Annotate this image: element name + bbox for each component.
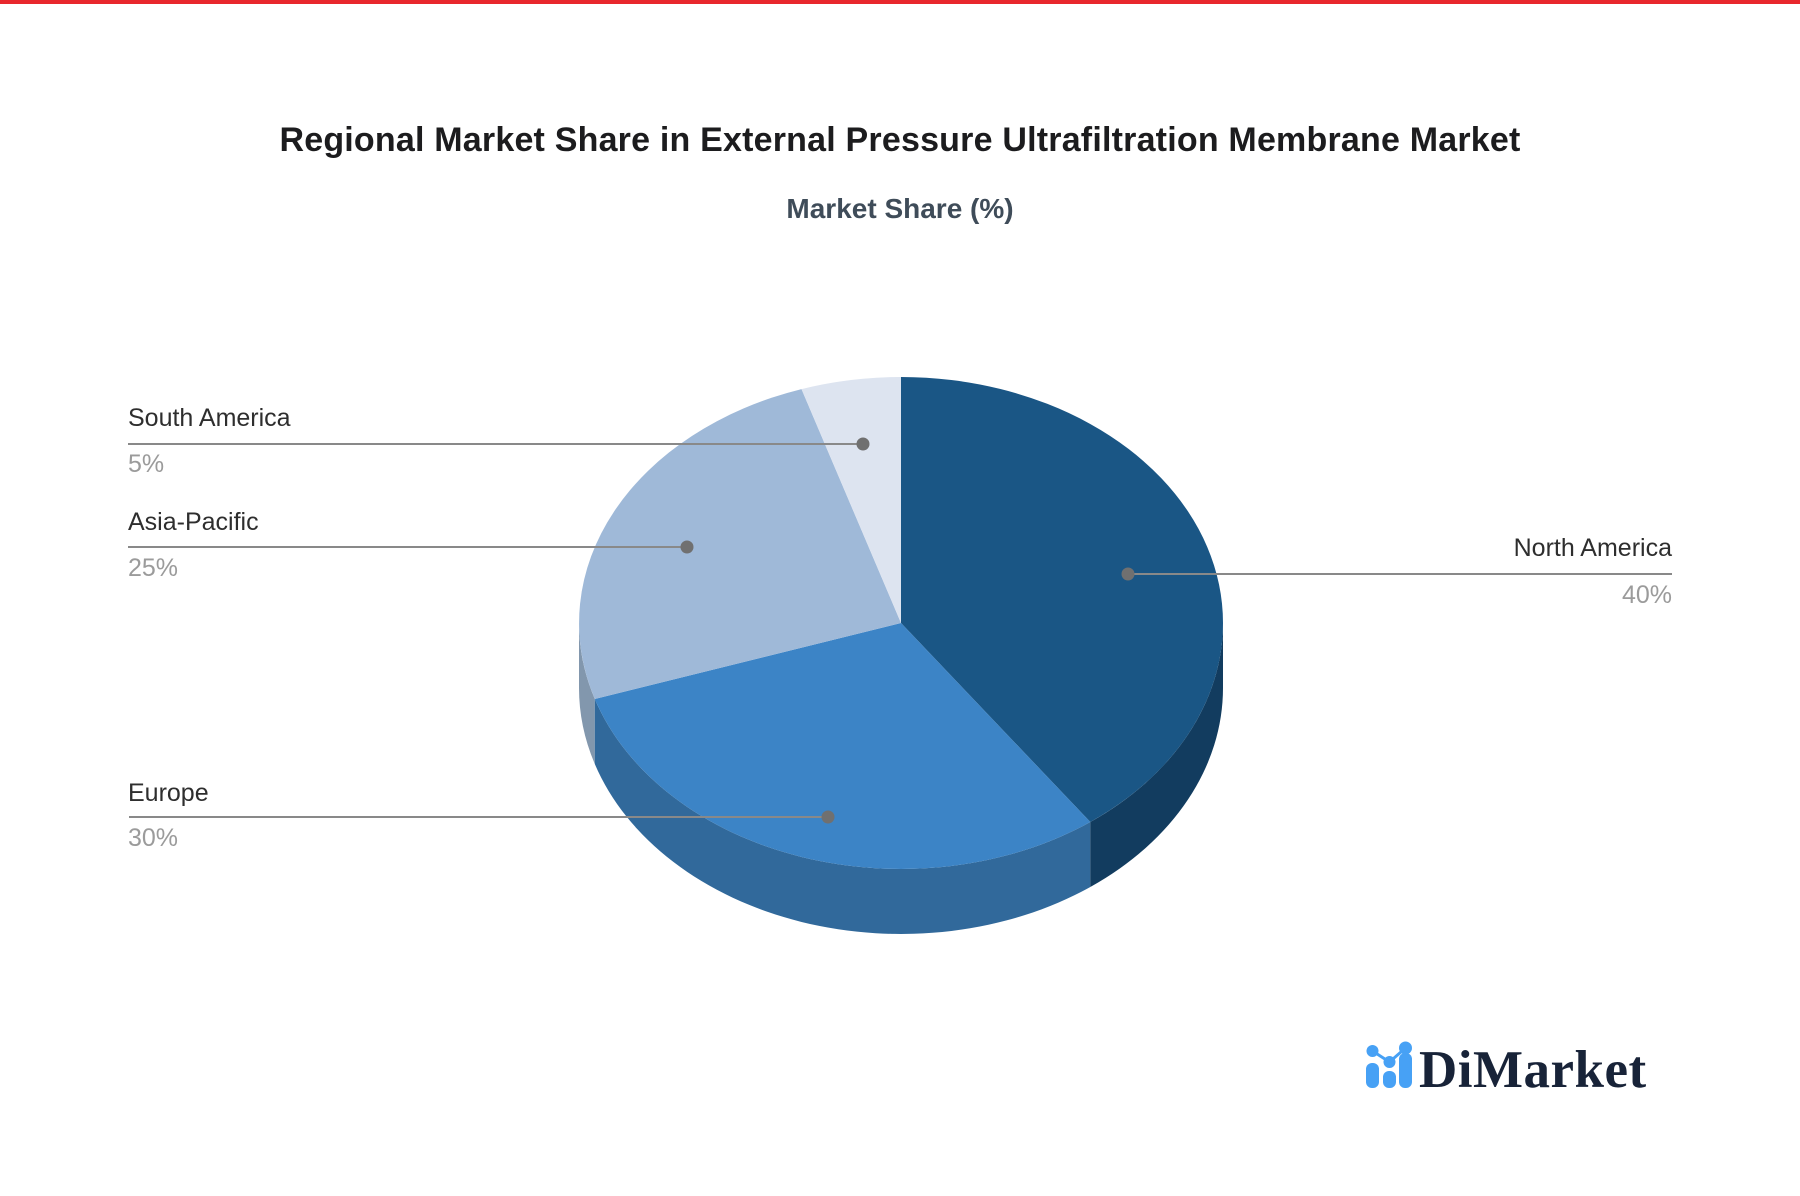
leader-dot-asia-pacific (680, 540, 694, 554)
logo-trend-dot-1 (1366, 1045, 1379, 1057)
pie-slice-south-america (801, 377, 901, 623)
logo-trend-dot-2 (1383, 1056, 1396, 1068)
value-south-america: 5% (128, 450, 165, 478)
label-south-america: South America (128, 404, 291, 432)
pie-slice-asia-pacific (579, 389, 901, 699)
logo-bar-right (1399, 1053, 1412, 1088)
leader-dot-europe (821, 810, 835, 824)
chart-title: Regional Market Share in External Pressu… (279, 121, 1521, 159)
value-north-america: 40% (1621, 581, 1672, 609)
brand-logo-text: DiMarket (1419, 1041, 1647, 1099)
leader-dot-south-america (856, 437, 870, 451)
value-asia-pacific: 25% (128, 554, 179, 582)
label-asia-pacific: Asia-Pacific (128, 508, 259, 536)
top-red-strip (0, 0, 1800, 4)
pie-side-north-america (1090, 623, 1223, 887)
label-europe: Europe (128, 779, 209, 807)
logo-bar-middle (1383, 1071, 1396, 1088)
value-europe: 30% (128, 824, 179, 852)
pie-slice-north-america (901, 377, 1224, 822)
logo-bar-left (1366, 1063, 1379, 1088)
chart-subtitle: Market Share (%) (786, 193, 1014, 224)
pie-side-europe (594, 699, 1091, 934)
leader-dot-north-america (1121, 567, 1135, 581)
label-north-america: North America (1513, 534, 1672, 562)
pie-side-asia-pacific (579, 623, 595, 764)
bar-chart-trend-icon (1366, 1041, 1412, 1088)
pie-slice-europe (594, 623, 1091, 869)
logo-trend-dot-3 (1399, 1041, 1412, 1055)
